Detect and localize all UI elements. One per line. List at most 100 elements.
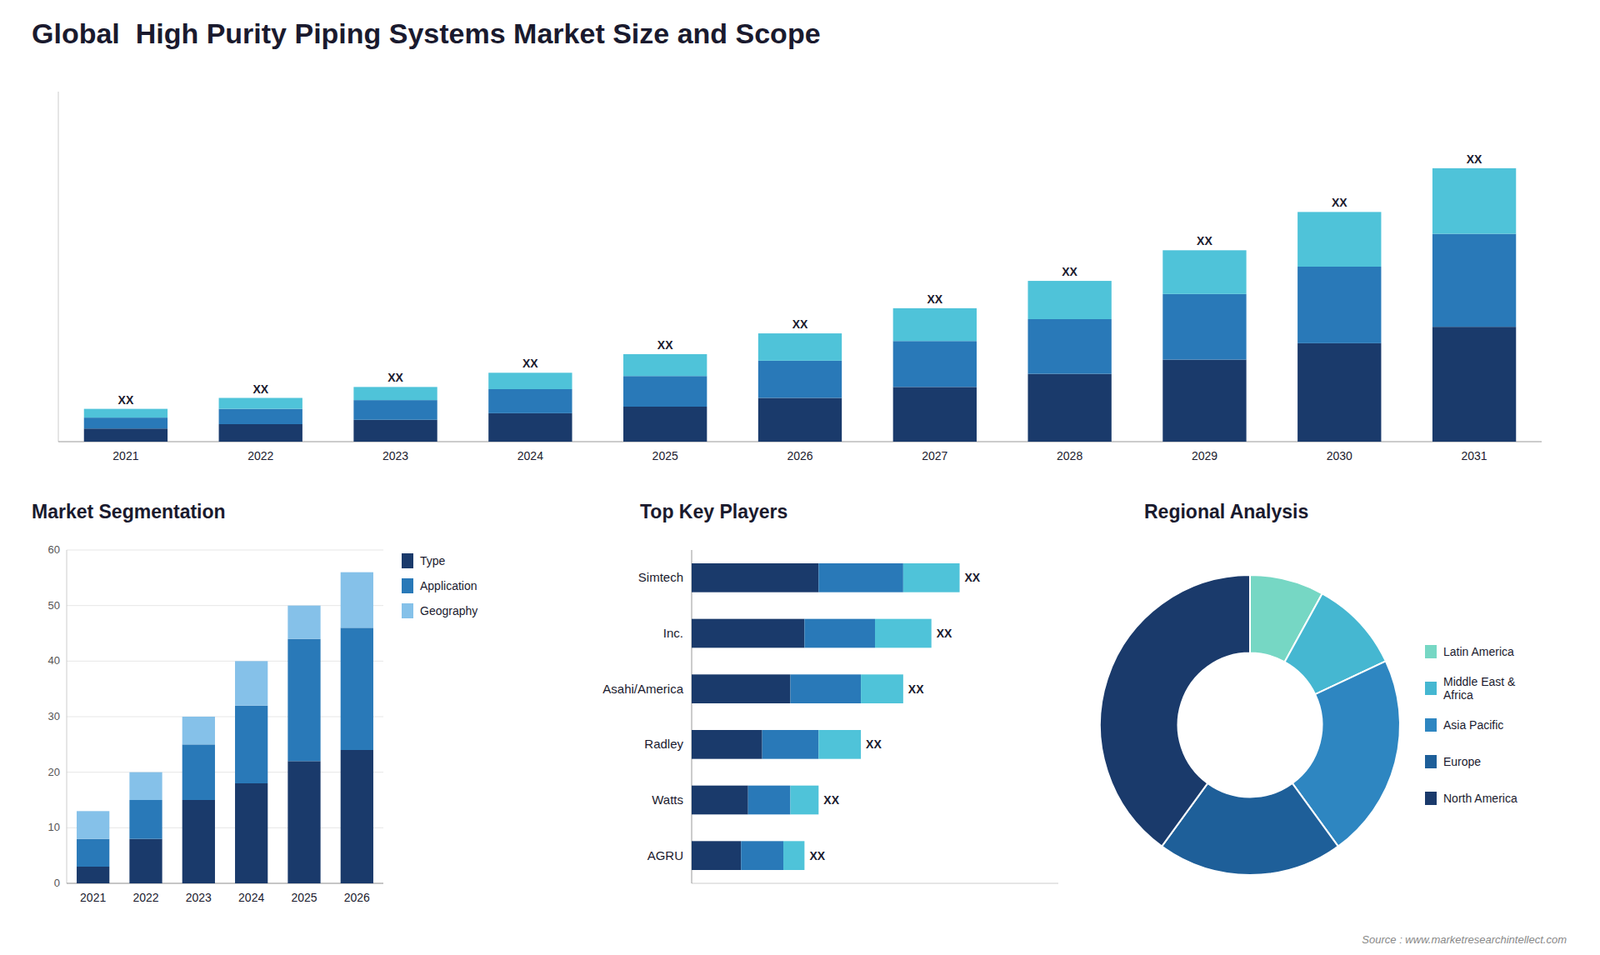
- tick-label: 60: [48, 543, 60, 556]
- source-note: Source : www.marketresearchintellect.com: [1361, 933, 1567, 946]
- value-axis: [691, 883, 1059, 885]
- bar: [488, 413, 572, 442]
- legend: Latin America Middle East &Africa Asia Pac…: [1425, 645, 1518, 805]
- chart-page: Global High Purity Piping Systems Market…: [0, 0, 1600, 955]
- chart-title: Global High Purity Piping Systems Market…: [31, 17, 821, 50]
- value-axis: [66, 550, 68, 884]
- legend-swatch: [1425, 718, 1437, 732]
- bars: [76, 572, 374, 884]
- category-label: Radley: [644, 736, 684, 751]
- bar: [353, 400, 437, 420]
- bar: [691, 785, 749, 815]
- bar: [1027, 319, 1111, 375]
- tick-label: 40: [48, 654, 60, 667]
- bar: [76, 810, 110, 839]
- bar: [488, 372, 572, 390]
- bar-chart: Global High Purity Piping Systems Market…: [31, 17, 1542, 463]
- bar: [182, 744, 215, 800]
- bar: [235, 783, 268, 884]
- annotation: XX: [252, 382, 269, 396]
- bar: [1297, 211, 1381, 267]
- category-label: 2026: [344, 890, 370, 905]
- bar: [691, 674, 790, 704]
- bar: [691, 563, 819, 593]
- bar: [76, 866, 110, 884]
- bar: [1432, 326, 1516, 442]
- legend-label: Latin America: [1443, 645, 1515, 659]
- background: [0, 0, 1600, 955]
- bar: [1432, 234, 1516, 328]
- annotation: XX: [865, 737, 882, 751]
- bar: [740, 840, 784, 870]
- bar: [1162, 360, 1246, 442]
- chart-title: Regional Analysis: [1144, 500, 1309, 523]
- bar: [84, 428, 168, 442]
- bar: [1432, 168, 1516, 235]
- category-label: 2025: [290, 890, 317, 905]
- bar: [235, 705, 268, 784]
- bar: [129, 839, 162, 884]
- label-line: Middle East &: [1443, 675, 1516, 689]
- bar: [84, 409, 168, 419]
- label-line: Africa: [1443, 688, 1474, 702]
- bar: [762, 730, 820, 760]
- bar: [287, 760, 320, 884]
- tick-label: 0: [54, 876, 60, 890]
- annotation: XX: [118, 393, 135, 407]
- legend: Type Application Geography: [401, 553, 478, 619]
- legend-label: Type: [420, 554, 446, 568]
- tick-label: 50: [48, 599, 60, 612]
- category-label: Simtech: [638, 570, 684, 585]
- grid-line: [66, 660, 384, 662]
- legend-swatch: [401, 578, 414, 594]
- bar: [893, 340, 977, 387]
- category-label: Watts: [651, 792, 684, 807]
- bar: [84, 417, 168, 429]
- bar: [129, 772, 162, 800]
- bar: [623, 375, 707, 407]
- grid-line: [66, 605, 384, 606]
- legend-label: North America: [1443, 791, 1518, 805]
- bar: [1162, 294, 1246, 360]
- category-label: 2027: [921, 449, 948, 463]
- legend-swatch: [401, 553, 414, 569]
- category-label: Inc.: [663, 625, 684, 640]
- bar: [287, 605, 320, 640]
- legend-label: Geography: [420, 604, 478, 618]
- category-label: 2022: [247, 449, 274, 463]
- bar-chart: Top Key PlayersSimtechInc.Asahi/AmericaR…: [602, 500, 1059, 884]
- category-label: 2026: [786, 449, 813, 463]
- category-label: 2024: [238, 890, 265, 905]
- bar: [903, 563, 960, 593]
- legend-swatch: [1425, 755, 1437, 769]
- bar: [1027, 280, 1111, 320]
- annotation: XX: [823, 793, 840, 807]
- bar: [353, 420, 437, 442]
- legend-label: Europe: [1443, 755, 1481, 769]
- legend-label: Application: [420, 579, 478, 593]
- bar: [235, 660, 268, 705]
- category-axis: [66, 883, 384, 885]
- bar: [691, 730, 763, 760]
- bar: [1027, 374, 1111, 442]
- value-axis: [58, 91, 60, 442]
- bar-chart: Market Segmentation010203040506020212022…: [31, 500, 478, 905]
- bar: [860, 674, 904, 704]
- annotation: XX: [809, 849, 825, 863]
- bar: [818, 563, 904, 593]
- tick-label: 30: [48, 710, 60, 723]
- annotation: XX: [936, 626, 953, 640]
- bar: [758, 398, 842, 443]
- bar: [340, 572, 374, 629]
- bar: [340, 627, 374, 750]
- category-label: 2025: [652, 449, 679, 463]
- category-label: 2030: [1326, 449, 1353, 463]
- bar: [488, 389, 572, 414]
- bar: [76, 839, 110, 867]
- legend-label: Asia Pacific: [1443, 718, 1504, 732]
- category-axis: [691, 550, 693, 884]
- grid-line: [66, 716, 384, 718]
- chart-title: Top Key Players: [640, 500, 788, 523]
- category-label: 2024: [517, 449, 544, 463]
- bar: [1297, 266, 1381, 344]
